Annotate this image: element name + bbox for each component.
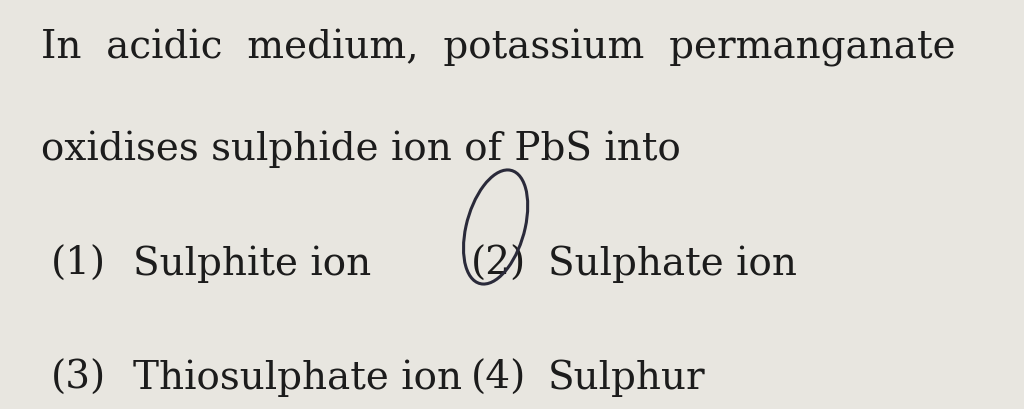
Text: (2): (2) [471, 245, 526, 282]
Text: (4): (4) [471, 360, 526, 397]
Text: Sulphur: Sulphur [548, 360, 706, 398]
Text: Sulphate ion: Sulphate ion [548, 245, 797, 283]
Text: Sulphite ion: Sulphite ion [133, 245, 372, 283]
Text: In  acidic  medium,  potassium  permanganate: In acidic medium, potassium permanganate [41, 29, 955, 67]
Text: (3): (3) [51, 360, 106, 397]
Text: oxidises sulphide ion of PbS into: oxidises sulphide ion of PbS into [41, 131, 681, 169]
Text: (1): (1) [51, 245, 106, 282]
Text: Thiosulphate ion: Thiosulphate ion [133, 360, 462, 398]
